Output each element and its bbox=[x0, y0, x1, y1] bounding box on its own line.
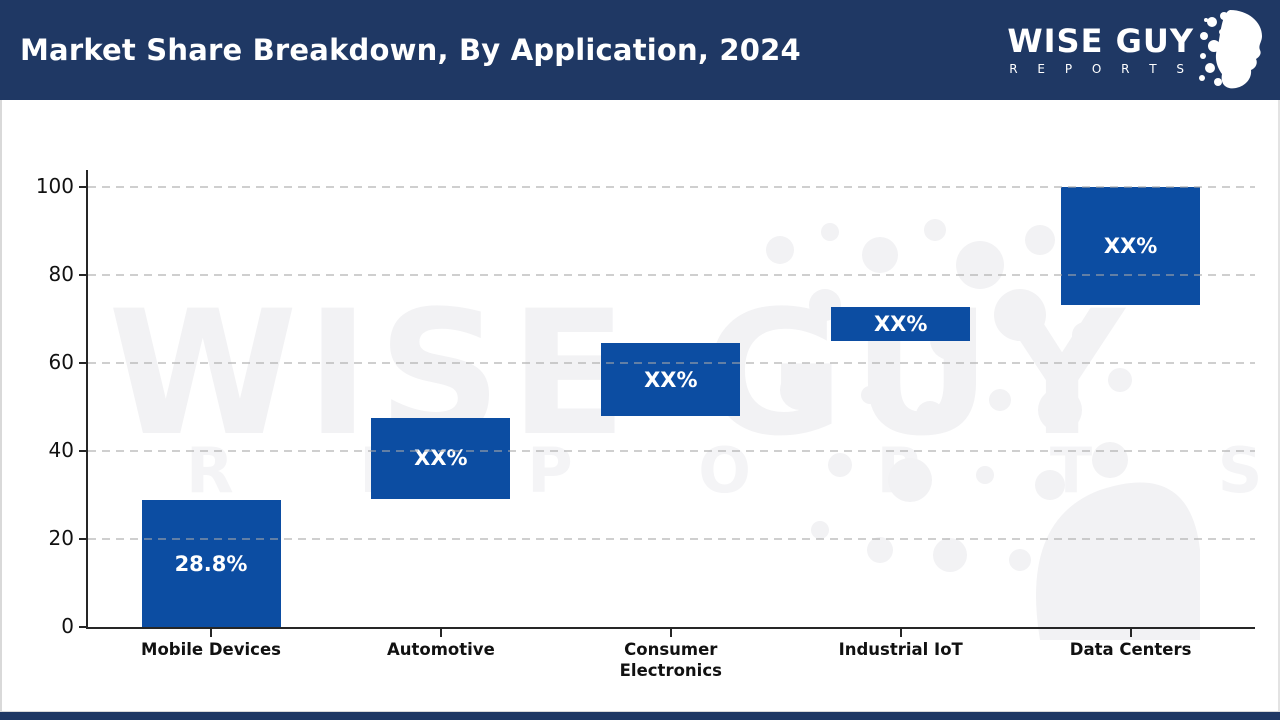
footer-bar bbox=[0, 712, 1280, 720]
gridline-80 bbox=[88, 273, 1255, 276]
bar-value-label-industrial-iot: XX% bbox=[873, 311, 928, 336]
chart-title: Market Share Breakdown, By Application, … bbox=[20, 33, 801, 67]
face-profile-logo-icon bbox=[1199, 10, 1262, 89]
gridline-100 bbox=[88, 185, 1255, 188]
y-tickmark-40 bbox=[79, 449, 88, 452]
y-tickmark-20 bbox=[79, 537, 88, 540]
right-edge-border bbox=[1278, 100, 1280, 712]
bar-data-centers: XX% bbox=[1061, 186, 1201, 305]
x-category-label-automotive: Automotive bbox=[387, 640, 495, 659]
wiseguy-logo-text: WISE GUY R E P O R T S bbox=[1007, 25, 1194, 75]
y-tick-label-100: 100 bbox=[35, 173, 74, 198]
x-category-label-consumer-electronics: Consumer Electronics bbox=[619, 640, 722, 680]
bar-value-label-mobile-devices: 28.8% bbox=[174, 551, 248, 576]
logo-reports-label: R E P O R T S bbox=[1009, 62, 1193, 76]
y-tick-label-20: 20 bbox=[48, 525, 74, 550]
y-tickmark-80 bbox=[79, 273, 88, 276]
bar-value-label-data-centers: XX% bbox=[1103, 233, 1158, 258]
x-axis-line bbox=[86, 627, 1255, 629]
gridline-60 bbox=[88, 361, 1255, 364]
y-axis-line bbox=[86, 170, 88, 629]
y-tick-label-0: 0 bbox=[61, 614, 74, 638]
y-tickmark-0 bbox=[79, 626, 88, 628]
bar-consumer-electronics: XX% bbox=[601, 342, 741, 417]
x-category-label-data-centers: Data Centers bbox=[1069, 640, 1192, 659]
y-tick-label-40: 40 bbox=[48, 437, 74, 462]
left-edge-border bbox=[0, 100, 2, 712]
y-tickmark-100 bbox=[79, 185, 88, 188]
y-tick-label-60: 60 bbox=[48, 349, 74, 374]
y-tickmark-60 bbox=[79, 361, 88, 364]
footer-hairline bbox=[0, 711, 1280, 712]
bar-value-label-consumer-electronics: XX% bbox=[644, 367, 698, 392]
logo-wiseguy-label: WISE GUY bbox=[1007, 22, 1194, 60]
bar-mobile-devices: 28.8% bbox=[141, 500, 281, 627]
x-tickmark-automotive bbox=[439, 629, 442, 637]
bar-automotive: XX% bbox=[371, 417, 511, 500]
gridline-20 bbox=[88, 537, 1255, 540]
y-tick-label-80: 80 bbox=[48, 261, 74, 286]
gridline-40 bbox=[88, 449, 1255, 452]
x-tickmark-data-centers bbox=[1129, 629, 1132, 637]
x-category-label-industrial-iot: Industrial IoT bbox=[838, 640, 963, 659]
x-tickmark-mobile-devices bbox=[210, 629, 212, 637]
x-tickmark-consumer-electronics bbox=[669, 629, 672, 637]
wiseguy-logo: WISE GUY R E P O R T S bbox=[1007, 8, 1266, 92]
header: Market Share Breakdown, By Application, … bbox=[0, 0, 1280, 100]
bar-industrial-iot: XX% bbox=[831, 306, 971, 341]
x-tickmark-industrial-iot bbox=[899, 629, 902, 637]
x-category-label-mobile-devices: Mobile Devices bbox=[141, 640, 281, 659]
